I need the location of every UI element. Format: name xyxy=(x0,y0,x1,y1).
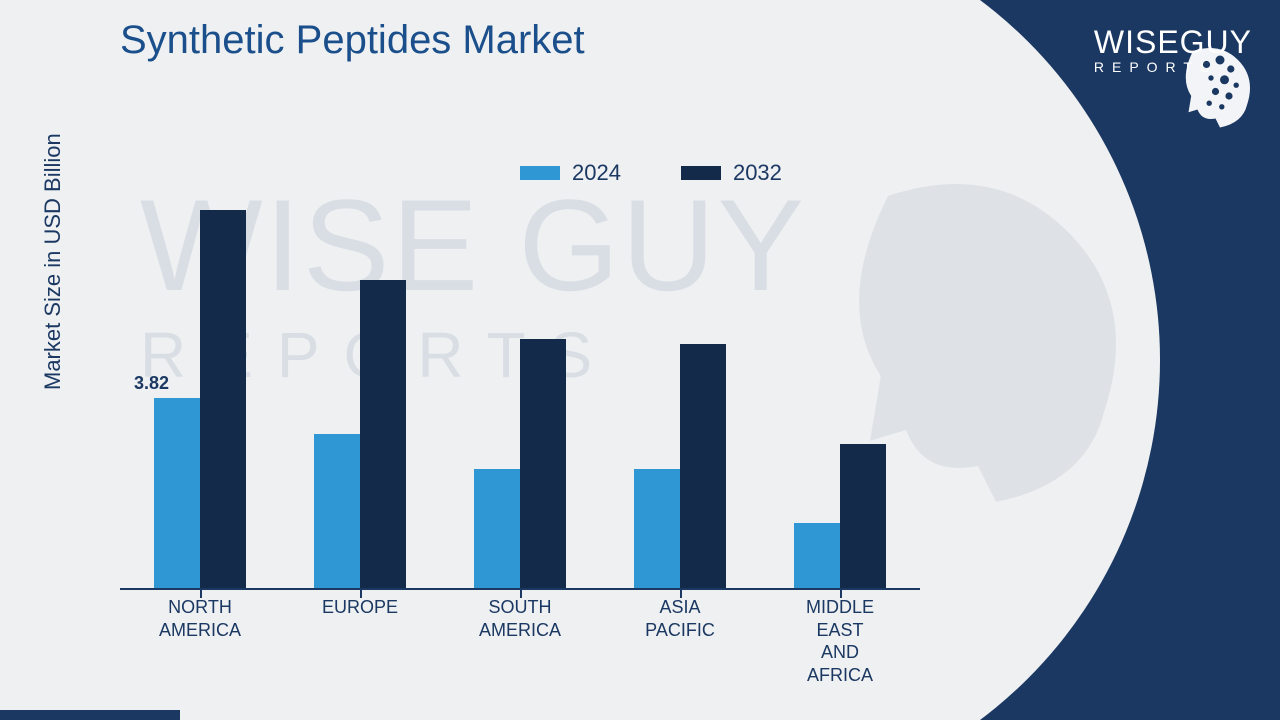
page-title: Synthetic Peptides Market xyxy=(120,18,585,63)
x-axis-category-label: NORTHAMERICA xyxy=(140,596,260,686)
brain-head-icon xyxy=(1166,42,1256,132)
legend-label: 2024 xyxy=(572,160,621,186)
x-axis-labels: NORTHAMERICA EUROPE SOUTHAMERICA ASIAPACIFI… xyxy=(120,596,920,686)
bar-2024 xyxy=(794,523,840,588)
bar-2024 xyxy=(314,434,360,588)
bar-2032 xyxy=(360,280,406,588)
bar-group xyxy=(460,339,580,588)
bar-chart: Market Size in USD Billion 3.82 NORTHAME… xyxy=(100,190,920,590)
bottom-accent-bar xyxy=(0,710,180,720)
bar-2032 xyxy=(680,344,726,588)
chart-legend: 2024 2032 xyxy=(520,160,782,186)
bar-2032 xyxy=(840,444,886,588)
bar-2032 xyxy=(520,339,566,588)
legend-item: 2032 xyxy=(681,160,782,186)
bar-groups: 3.82 xyxy=(120,190,920,588)
bar-group xyxy=(780,444,900,588)
bar-value-label: 3.82 xyxy=(134,373,169,394)
bar-2024 xyxy=(474,469,520,588)
legend-label: 2032 xyxy=(733,160,782,186)
x-axis-line xyxy=(120,588,920,590)
legend-item: 2024 xyxy=(520,160,621,186)
bar-group: 3.82 xyxy=(140,210,260,588)
bar-2032 xyxy=(200,210,246,588)
bar-group xyxy=(620,344,740,588)
brand-logo: WISEGUY REPORTS xyxy=(1094,24,1252,75)
x-axis-category-label: MIDDLEEASTANDAFRICA xyxy=(780,596,900,686)
bar-group xyxy=(300,280,420,588)
x-axis-category-label: ASIAPACIFIC xyxy=(620,596,740,686)
y-axis-label: Market Size in USD Billion xyxy=(40,133,66,390)
legend-swatch xyxy=(681,166,721,180)
plot-area: 3.82 xyxy=(120,190,920,590)
x-axis-category-label: SOUTHAMERICA xyxy=(460,596,580,686)
bar-2024 xyxy=(634,469,680,588)
x-axis-category-label: EUROPE xyxy=(300,596,420,686)
bar-2024 xyxy=(154,398,200,588)
legend-swatch xyxy=(520,166,560,180)
